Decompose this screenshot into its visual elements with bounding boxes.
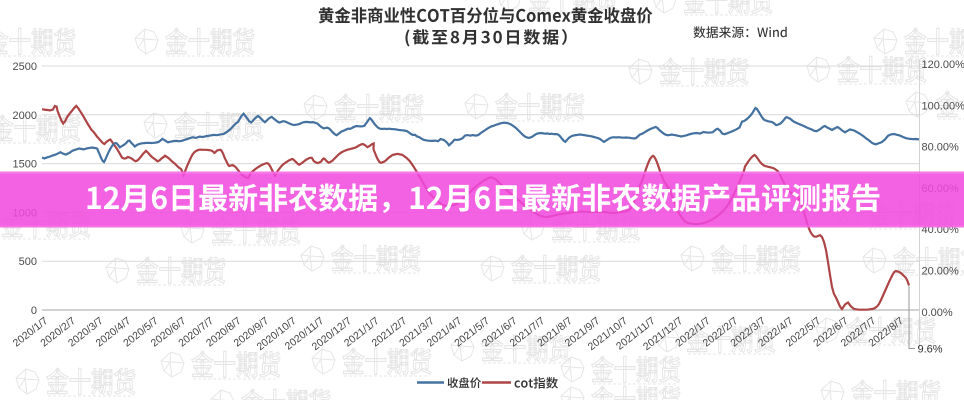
svg-text:100.00%: 100.00% [922, 100, 964, 112]
svg-text:0: 0 [31, 305, 37, 317]
svg-text:2500: 2500 [13, 61, 37, 73]
svg-text:1500: 1500 [13, 159, 37, 171]
svg-text:0.00%: 0.00% [922, 307, 953, 319]
svg-text:80.00%: 80.00% [922, 142, 960, 154]
svg-text:120.00%: 120.00% [922, 59, 964, 71]
svg-text:20.00%: 20.00% [922, 266, 960, 278]
svg-text:2000: 2000 [13, 110, 37, 122]
svg-text:9.6%: 9.6% [918, 344, 943, 356]
svg-text:500: 500 [19, 256, 37, 268]
